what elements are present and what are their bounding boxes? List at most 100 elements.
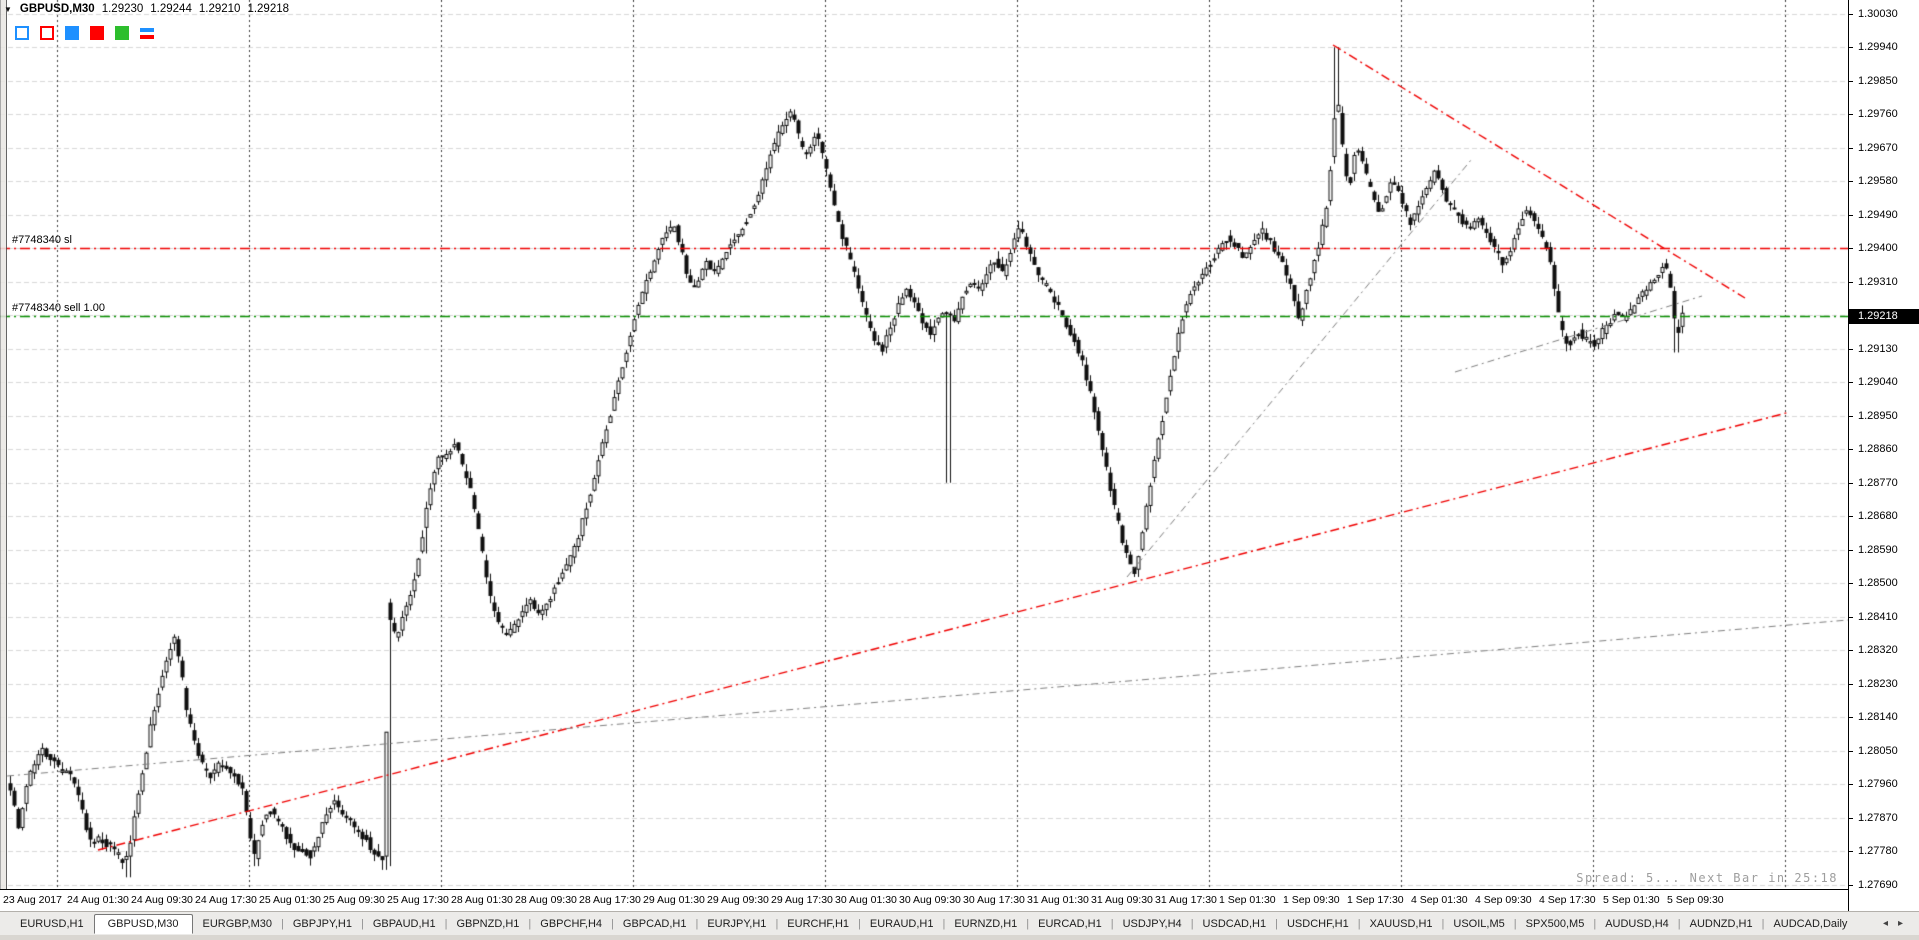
price-tick-value: 1.27690: [1858, 878, 1898, 891]
chart-tab-gbpaud-h1[interactable]: GBPAUD,H1: [372, 917, 436, 930]
tick-mark: [1849, 717, 1853, 719]
chart-tab-spx500-m5[interactable]: SPX500,M5: [1525, 917, 1585, 930]
chart-tab-gbpusd-m30[interactable]: GBPUSD,M30: [93, 913, 193, 934]
tick-mark: [1849, 482, 1853, 484]
chart-tab-usoil-m5[interactable]: USOIL,M5: [1453, 917, 1505, 930]
tab-separator: |: [1275, 917, 1278, 930]
tab-separator: |: [1513, 917, 1517, 930]
price-tick-value: 1.29310: [1858, 275, 1898, 288]
chart-tab-eurnzd-h1[interactable]: EURNZD,H1: [954, 917, 1018, 930]
tab-separator: |: [1677, 917, 1681, 930]
stop-loss-line-label[interactable]: #7748340 sl: [12, 234, 72, 247]
price-tick-value: 1.30030: [1858, 7, 1898, 20]
chart-tab-usdchf-h1[interactable]: USDCHF,H1: [1286, 917, 1349, 930]
time-tick-label: 1 Sep 17:30: [1347, 894, 1404, 906]
tick-mark: [1849, 415, 1853, 417]
tab-separator: |: [1190, 917, 1194, 930]
price-tick-value: 1.29670: [1858, 141, 1898, 154]
color-swatch-row: [15, 26, 154, 40]
ohlc-high: 1.29244: [150, 3, 192, 15]
chart-tab-usdjpy-h4[interactable]: USDJPY,H4: [1122, 917, 1182, 930]
bar-red: [140, 34, 154, 39]
time-tick-label: 4 Sep 17:30: [1539, 894, 1596, 906]
tick-mark: [1849, 382, 1853, 384]
chart-tab-audusd-h4[interactable]: AUDUSD,H4: [1605, 917, 1669, 930]
chart-tab-gbpchf-h4[interactable]: GBPCHF,H4: [540, 917, 603, 930]
price-tick-value: 1.27780: [1858, 845, 1898, 858]
tick-mark: [1849, 214, 1853, 216]
price-tick-value: 1.28500: [1858, 577, 1898, 590]
price-tick-value: 1.27870: [1858, 811, 1898, 824]
time-axis[interactable]: 23 Aug 2017 24 Aug 01:30 24 Aug 09:30 24 Au…: [0, 889, 1848, 911]
time-tick-label: 28 Aug 01:30: [451, 894, 513, 906]
price-tick-value: 1.28950: [1858, 409, 1898, 422]
tick-mark: [1849, 750, 1853, 752]
price-axis[interactable]: 1.29218 1.30030 1.29940 1.29850 1.29760 1.29…: [1848, 0, 1919, 911]
price-tick-value: 1.28410: [1858, 610, 1898, 623]
time-tick-label: 5 Sep 09:30: [1667, 894, 1724, 906]
tab-separator: |: [281, 917, 284, 930]
time-tick-label: 31 Aug 17:30: [1155, 894, 1217, 906]
tick-mark: [1849, 817, 1853, 819]
tick-mark: [1849, 784, 1853, 786]
time-tick-label: 24 Aug 01:30: [67, 894, 129, 906]
chart-left-border: [0, 0, 7, 911]
tick-mark: [1849, 616, 1853, 618]
price-tick-value: 1.28590: [1858, 543, 1898, 556]
tick-mark: [1849, 80, 1853, 82]
swatch-fill-blue[interactable]: [65, 26, 79, 40]
time-tick-label: 30 Aug 01:30: [835, 894, 897, 906]
candlestick-chart-canvas[interactable]: [0, 0, 1848, 889]
price-tick-value: 1.29940: [1858, 41, 1898, 54]
chart-tab-audnzd-h1[interactable]: AUDNZD,H1: [1689, 917, 1753, 930]
tick-mark: [1849, 281, 1853, 283]
chart-tab-gbpnzd-h1[interactable]: GBPNZD,H1: [456, 917, 520, 930]
chart-ohlc-header: ▼ GBPUSD,M30 1.29230 1.29244 1.29210 1.2…: [4, 3, 289, 15]
chart-tab-euraud-h1[interactable]: EURAUD,H1: [869, 917, 934, 930]
price-tick-value: 1.28680: [1858, 510, 1898, 523]
tab-scroll-right-icon[interactable]: ▸: [1897, 918, 1903, 929]
tick-mark: [1849, 549, 1853, 551]
price-tick-value: 1.29580: [1858, 175, 1898, 188]
price-tick-value: 1.28770: [1858, 476, 1898, 489]
chart-tab-xauusd-h1[interactable]: XAUUSD,H1: [1369, 917, 1433, 930]
chart-tab-eurusd-h1[interactable]: EURUSD,H1: [20, 917, 84, 930]
sell-position-line-label[interactable]: #7748340 sell 1.00: [12, 302, 105, 314]
tick-mark: [1849, 583, 1853, 585]
swatch-outline-blue[interactable]: [15, 26, 29, 40]
chart-tab-eurjpy-h1[interactable]: EURJPY,H1: [707, 917, 767, 930]
price-tick-value: 1.28860: [1858, 443, 1898, 456]
time-tick-label: 4 Sep 09:30: [1475, 894, 1532, 906]
tick-mark: [1849, 147, 1853, 149]
chart-tab-eurchf-h1[interactable]: EURCHF,H1: [787, 917, 850, 930]
time-tick-label: 29 Aug 01:30: [643, 894, 705, 906]
swatch-fill-green[interactable]: [115, 26, 129, 40]
bar-blue: [140, 27, 154, 32]
swatch-bars-blue-red[interactable]: [140, 26, 154, 40]
swatch-outline-red[interactable]: [40, 26, 54, 40]
tab-separator: |: [360, 917, 364, 930]
tab-separator: |: [611, 917, 614, 930]
chart-tab-usdcad-h1[interactable]: USDCAD,H1: [1202, 917, 1267, 930]
time-tick-label: 24 Aug 09:30: [131, 894, 193, 906]
chart-tab-gbpjpy-h1[interactable]: GBPJPY,H1: [292, 917, 352, 930]
ohlc-open: 1.29230: [101, 3, 144, 15]
tick-mark: [1849, 449, 1853, 451]
time-tick-label: 25 Aug 09:30: [323, 894, 385, 906]
price-tick-value: 1.29400: [1858, 242, 1898, 255]
chart-tab-eurgbp-m30[interactable]: EURGBP,M30: [202, 917, 273, 930]
swatch-fill-red[interactable]: [90, 26, 104, 40]
symbol-dropdown-icon[interactable]: ▼: [4, 4, 12, 14]
chart-tab-gbpcad-h1[interactable]: GBPCAD,H1: [622, 917, 687, 930]
tick-mark: [1849, 851, 1853, 853]
time-tick-label: 24 Aug 17:30: [195, 894, 257, 906]
time-tick-label: 30 Aug 09:30: [899, 894, 961, 906]
chart-tab-audcad-daily[interactable]: AUDCAD,Daily: [1773, 917, 1848, 930]
tab-scroll-left-icon[interactable]: ◂: [1882, 918, 1888, 929]
price-tick-value: 1.28230: [1858, 677, 1898, 690]
price-tick-value: 1.27960: [1858, 778, 1898, 791]
time-tick-label: 31 Aug 09:30: [1091, 894, 1153, 906]
tab-separator: |: [1357, 917, 1361, 930]
chart-tab-eurcad-h1[interactable]: EURCAD,H1: [1038, 917, 1102, 930]
